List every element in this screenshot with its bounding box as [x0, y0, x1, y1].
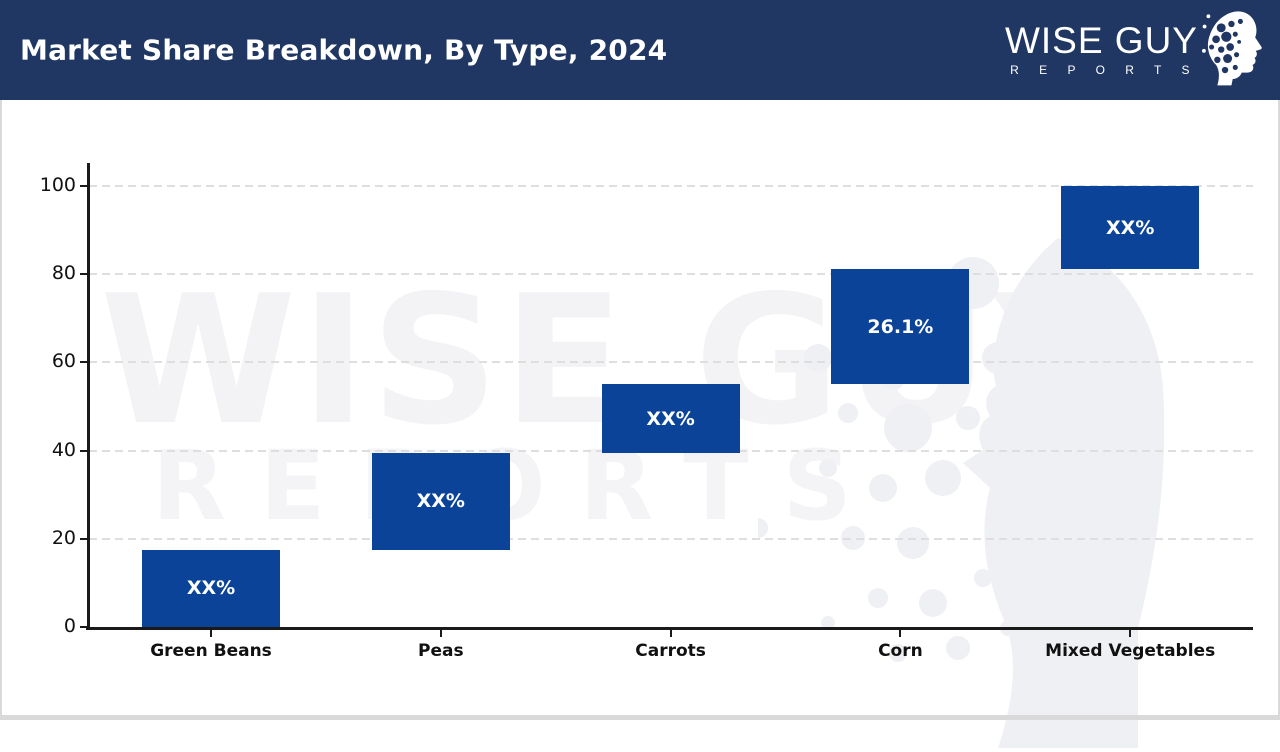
y-axis — [87, 163, 90, 630]
x-tick-mark — [669, 630, 672, 637]
y-tick-label: 40 — [51, 438, 76, 461]
bar-value-label-peas: XX% — [416, 490, 465, 513]
x-category-label-green-beans: Green Beans — [150, 641, 272, 661]
y-tick-label: 20 — [51, 526, 76, 549]
bar-peas: XX% — [371, 452, 510, 550]
x-tick-mark — [439, 630, 442, 637]
bar-value-label-green-beans: XX% — [186, 577, 236, 600]
face-profile-dots-icon — [1202, 8, 1266, 90]
y-tick-mark — [80, 185, 88, 187]
y-tick-mark — [80, 361, 88, 364]
y-tick-mark — [80, 273, 88, 276]
x-axis — [86, 627, 1253, 630]
gridline-y-100 — [89, 185, 1253, 187]
y-tick-label: 60 — [51, 350, 76, 373]
face-profile-dots-watermark — [748, 208, 1188, 752]
bar-carrots: XX% — [601, 384, 740, 453]
x-category-label-mixed-vegetables: Mixed Vegetables — [1045, 641, 1216, 661]
x-category-label-peas: Peas — [418, 641, 464, 661]
y-tick-label: 100 — [39, 174, 76, 196]
bar-mixed-vegetables: XX% — [1061, 186, 1200, 270]
brand-logo: WISE GUY R E P O R T S — [1005, 8, 1266, 90]
page-border-right — [1278, 100, 1280, 720]
bar-value-label-carrots: XX% — [646, 407, 695, 430]
brand-subtitle: R E P O R T S — [1010, 62, 1198, 77]
y-tick-mark — [80, 449, 88, 452]
x-tick-mark — [210, 630, 212, 637]
x-category-label-corn: Corn — [878, 641, 923, 661]
x-category-label-carrots: Carrots — [635, 641, 706, 661]
app-header: Market Share Breakdown, By Type, 2024 WI… — [0, 0, 1280, 100]
bar-corn: 26.1% — [831, 269, 970, 385]
gridline-y-80 — [89, 273, 1253, 276]
page-border-bottom — [0, 715, 1280, 720]
y-tick-mark — [80, 626, 88, 628]
y-tick-mark — [80, 537, 88, 540]
y-tick-label: 0 — [63, 615, 76, 637]
bar-value-label-corn: 26.1% — [867, 315, 934, 338]
bar-green-beans: XX% — [142, 549, 280, 627]
brand-name: WISE GUY — [1004, 19, 1198, 61]
gridline-y-60 — [89, 361, 1253, 364]
y-tick-label: 80 — [51, 262, 76, 285]
x-tick-mark — [1129, 630, 1132, 637]
gridline-y-20 — [89, 537, 1253, 540]
page-title: Market Share Breakdown, By Type, 2024 — [20, 33, 668, 67]
bar-value-label-mixed-vegetables: XX% — [1106, 216, 1155, 239]
page-border-left — [0, 100, 2, 720]
brand-logo-text: WISE GUY R E P O R T S — [1005, 22, 1198, 77]
x-tick-mark — [899, 630, 902, 637]
